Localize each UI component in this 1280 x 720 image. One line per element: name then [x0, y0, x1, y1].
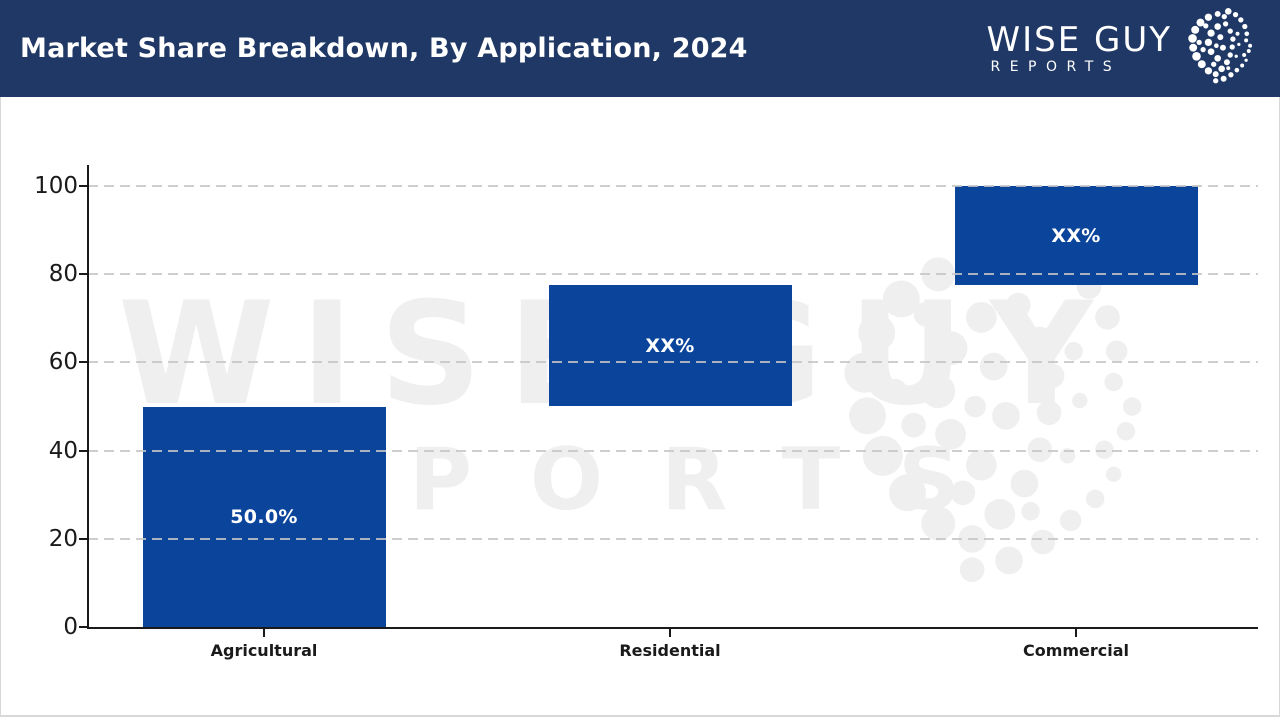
- bar-segment-commercial: XX%: [954, 186, 1198, 286]
- y-tick-label: 100: [34, 173, 78, 199]
- brand-text: WISE GUY REPORTS: [986, 23, 1172, 74]
- y-tick-label: 40: [48, 437, 78, 464]
- y-tick-label: 80: [48, 261, 78, 288]
- gridline: [88, 185, 1258, 187]
- x-axis-tick: [263, 629, 265, 637]
- x-axis-tick: [1075, 629, 1077, 637]
- x-tick-label: Agricultural: [210, 641, 318, 660]
- y-tick-label: 20: [48, 525, 78, 552]
- brand-logo: WISE GUY REPORTS: [986, 6, 1260, 92]
- gridline: [88, 273, 1258, 276]
- brand-name: WISE GUY: [986, 20, 1172, 60]
- page-title: Market Share Breakdown, By Application, …: [20, 33, 748, 64]
- gridline: [88, 537, 1258, 540]
- y-axis-line: [87, 165, 89, 629]
- y-axis-tick: [79, 537, 88, 540]
- dotted-face-logo-icon: [1188, 7, 1253, 83]
- y-axis-tick: [79, 361, 88, 364]
- bar-segment-agricultural: 50.0%: [142, 406, 386, 627]
- y-axis-tick: [79, 626, 88, 628]
- gridline: [88, 361, 1258, 364]
- bar-value-label: XX%: [645, 334, 695, 357]
- y-axis-tick: [79, 449, 88, 452]
- y-axis-tick: [79, 185, 88, 187]
- x-tick-label: Residential: [619, 641, 721, 660]
- bar-value-label: XX%: [1051, 224, 1101, 247]
- header-bar: Market Share Breakdown, By Application, …: [0, 0, 1280, 97]
- y-axis-tick: [79, 273, 88, 276]
- left-hairline: [0, 97, 1, 717]
- x-axis-tick: [669, 629, 671, 637]
- x-tick-label: Commercial: [1022, 641, 1130, 660]
- bar-value-label: 50.0%: [230, 505, 298, 528]
- x-axis-line: [87, 627, 1258, 629]
- y-tick-label: 60: [48, 349, 78, 376]
- bottom-hairline: [0, 715, 1280, 717]
- y-tick-label: 0: [63, 614, 78, 640]
- gridline: [88, 449, 1258, 452]
- bar-segment-residential: XX%: [548, 285, 792, 407]
- brand-subtitle: REPORTS: [990, 59, 1122, 75]
